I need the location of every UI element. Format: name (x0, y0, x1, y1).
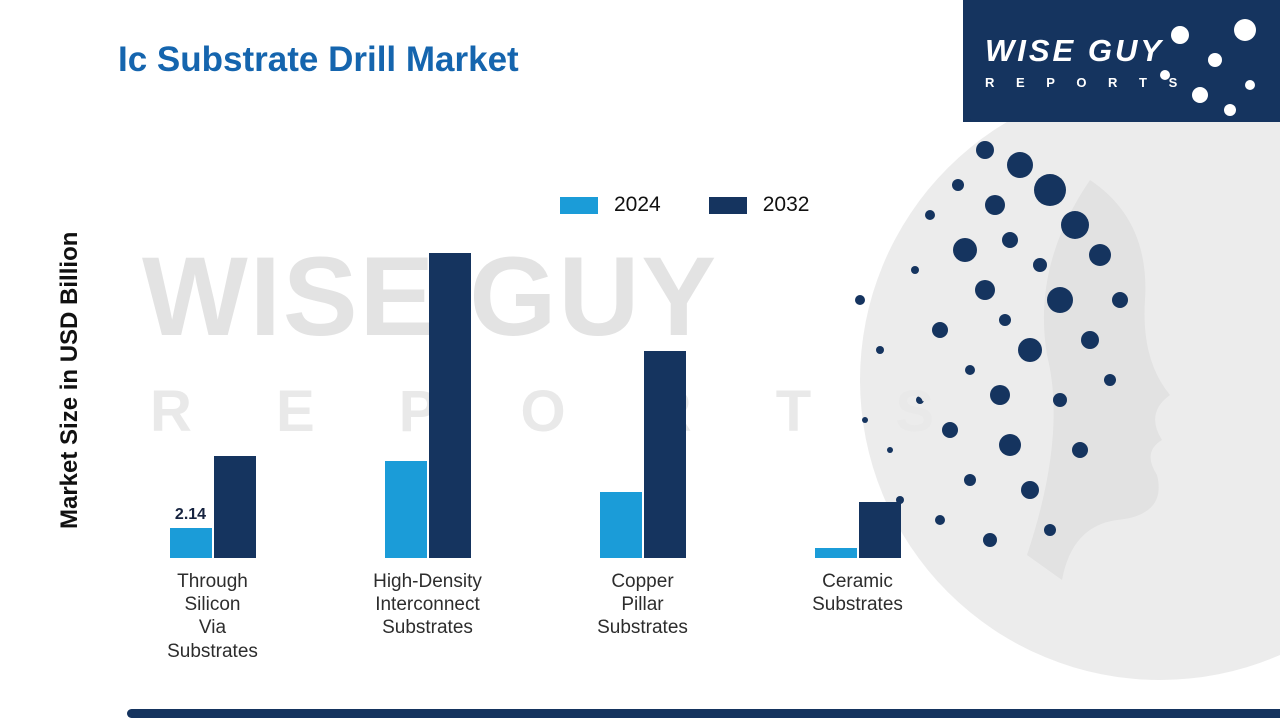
bar-2024-ceramic-substrates (814, 548, 857, 558)
legend-label-2032: 2032 (762, 193, 810, 216)
bar-wrap-2032-copper-pillar-substrates (643, 248, 686, 558)
bar-2024-high-density-interconnect-substrates (384, 461, 427, 558)
watermark-reports: R E P O R T S (150, 379, 969, 444)
page-title: Ic Substrate Drill Market (118, 40, 519, 79)
category-label-high-density-interconnect-substrates: High-Density Interconnect Substrates (373, 571, 482, 639)
y-axis-label: Market Size in USD Billion (56, 231, 83, 529)
wiseguy-logo: WISE GUY R E P O R T S (963, 0, 1280, 122)
category-label-copper-pillar-substrates: Copper Pillar Substrates (597, 571, 688, 639)
bar-wrap-2032-ceramic-substrates (858, 248, 901, 558)
chart-legend: 2024 2032 (560, 193, 809, 217)
bar-wrap-2024-copper-pillar-substrates (599, 248, 642, 558)
bar-group-ceramic-substrates: Ceramic Substrates (750, 248, 965, 663)
bar-chart-groups: 2.14 Through Silicon Via Substrates High-Dens… (105, 248, 967, 663)
bar-wrap-2024-high-density-interconnect-substrates (384, 248, 427, 558)
logo-reports-text: R E P O R T S (985, 74, 1187, 90)
category-label-ceramic-substrates: Ceramic Substrates (812, 571, 903, 616)
value-label-2024-through-silicon-via-substrates: 2.14 (174, 506, 207, 523)
bar-chart: 2.14 Through Silicon Via Substrates High-Dens… (105, 248, 967, 663)
legend-swatch-2032 (708, 196, 747, 214)
bar-group-high-density-interconnect-substrates: High-Density Interconnect Substrates (320, 248, 535, 663)
legend-item-2024: 2024 (560, 193, 661, 217)
legend-item-2032: 2032 (708, 193, 810, 217)
bar-2032-ceramic-substrates (858, 502, 901, 558)
legend-label-2024: 2024 (614, 193, 661, 216)
bar-2024-copper-pillar-substrates (599, 492, 642, 558)
bottom-accent-bar (127, 709, 1280, 718)
logo-wiseguy-text: WISE GUY (985, 32, 1165, 68)
category-label-through-silicon-via-substrates: Through Silicon Via Substrates (167, 571, 258, 662)
bars-through-silicon-via-substrates: 2.14 (169, 248, 256, 558)
bar-group-through-silicon-via-substrates: 2.14 Through Silicon Via Substrates (105, 248, 320, 663)
legend-swatch-2024 (560, 196, 598, 214)
face-profile-decor (1027, 180, 1170, 580)
bars-high-density-interconnect-substrates (384, 248, 471, 558)
bar-group-copper-pillar-substrates: Copper Pillar Substrates (535, 248, 750, 663)
bars-copper-pillar-substrates (599, 248, 686, 558)
bar-wrap-2024-through-silicon-via-substrates: 2.14 (169, 248, 212, 558)
bar-2024-through-silicon-via-substrates (169, 528, 212, 558)
bar-2032-high-density-interconnect-substrates (428, 253, 471, 558)
bars-ceramic-substrates (814, 248, 901, 558)
bar-wrap-2032-through-silicon-via-substrates (213, 248, 256, 558)
bar-wrap-2024-ceramic-substrates (814, 248, 857, 558)
bar-wrap-2032-high-density-interconnect-substrates (428, 248, 471, 558)
bar-2032-copper-pillar-substrates (643, 351, 686, 558)
bar-2032-through-silicon-via-substrates (213, 456, 256, 558)
